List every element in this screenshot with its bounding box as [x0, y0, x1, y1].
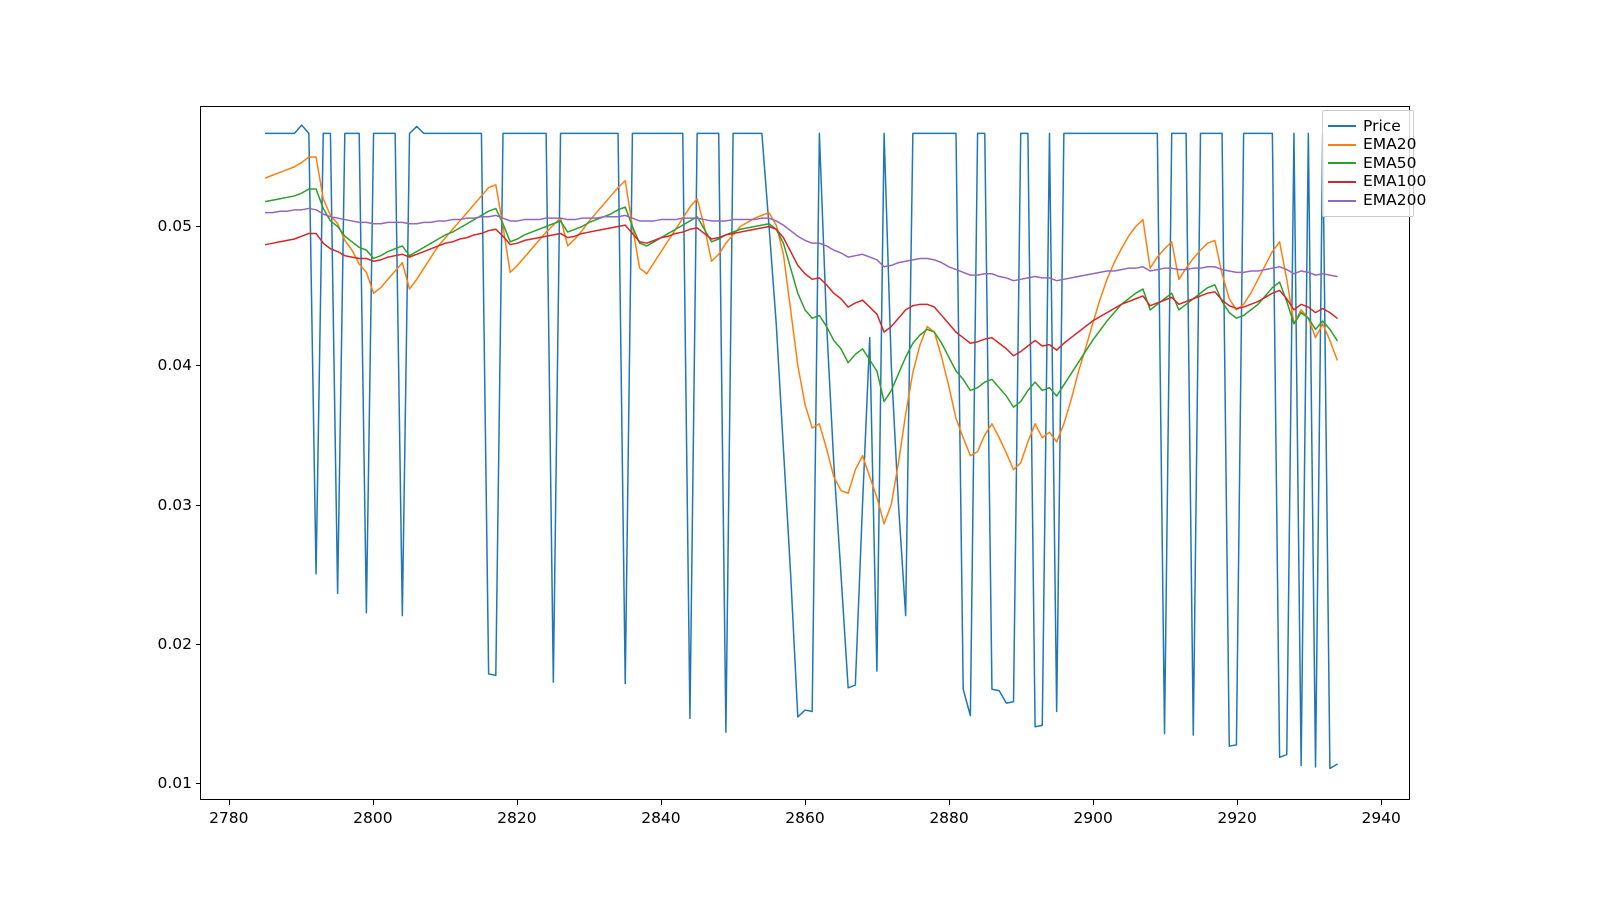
legend-swatch-price — [1328, 125, 1356, 128]
legend-entry-ema50[interactable]: EMA50 — [1328, 154, 1417, 173]
legend-entry-ema20[interactable]: EMA20 — [1328, 136, 1417, 155]
x-tick-label: 2920 — [1217, 809, 1257, 827]
y-tick-label: 0.04 — [157, 356, 192, 375]
y-tickmark — [195, 365, 200, 367]
chart-legend: Price EMA20 EMA50 EMA100 EMA200 — [1322, 110, 1426, 217]
plot-axes — [200, 106, 1410, 800]
legend-swatch-ema100 — [1328, 181, 1356, 184]
legend-entry-ema100[interactable]: EMA100 — [1328, 173, 1426, 192]
x-tickmark — [1381, 800, 1383, 805]
legend-label: EMA100 — [1363, 172, 1427, 191]
y-tick-label: 0.03 — [157, 495, 192, 514]
x-tickmark — [1237, 800, 1239, 805]
x-tickmark — [228, 800, 230, 805]
legend-label: EMA50 — [1363, 153, 1417, 172]
y-tick-label: 0.01 — [157, 774, 192, 793]
x-tickmark — [1093, 800, 1095, 805]
x-tickmark — [805, 800, 807, 805]
x-tick-label: 2780 — [209, 809, 249, 827]
x-tickmark — [372, 800, 374, 805]
x-tick-label: 2880 — [929, 809, 969, 827]
series-line-ema200 — [266, 208, 1337, 280]
legend-swatch-ema200 — [1328, 199, 1356, 202]
series-line-ema100 — [266, 225, 1337, 356]
y-tick-label: 0.05 — [157, 216, 192, 235]
x-tick-label: 2900 — [1073, 809, 1113, 827]
series-line-ema20 — [266, 157, 1337, 524]
y-tickmark — [195, 504, 200, 506]
legend-entry-price[interactable]: Price — [1328, 117, 1408, 136]
x-tick-label: 2860 — [785, 809, 825, 827]
series-line-ema50 — [266, 189, 1337, 407]
legend-label: Price — [1363, 116, 1401, 135]
x-tick-label: 2820 — [497, 809, 537, 827]
x-tickmark — [660, 800, 663, 805]
plot-svg — [201, 107, 1409, 799]
y-tick-label: 0.02 — [157, 634, 192, 653]
x-tick-label: 2840 — [641, 809, 681, 827]
legend-swatch-ema20 — [1328, 143, 1356, 146]
x-tick-label: 2800 — [353, 809, 393, 827]
legend-label: EMA200 — [1363, 190, 1427, 209]
x-tickmark — [949, 800, 951, 805]
x-tick-label: 2940 — [1361, 809, 1401, 827]
legend-swatch-ema50 — [1328, 162, 1356, 165]
series-line-price — [266, 125, 1337, 768]
y-tickmark — [195, 643, 200, 645]
legend-label: EMA20 — [1363, 135, 1417, 154]
y-tickmark — [195, 225, 200, 227]
legend-entry-ema200[interactable]: EMA200 — [1328, 191, 1426, 210]
y-tickmark — [195, 783, 200, 785]
x-tickmark — [516, 800, 518, 805]
